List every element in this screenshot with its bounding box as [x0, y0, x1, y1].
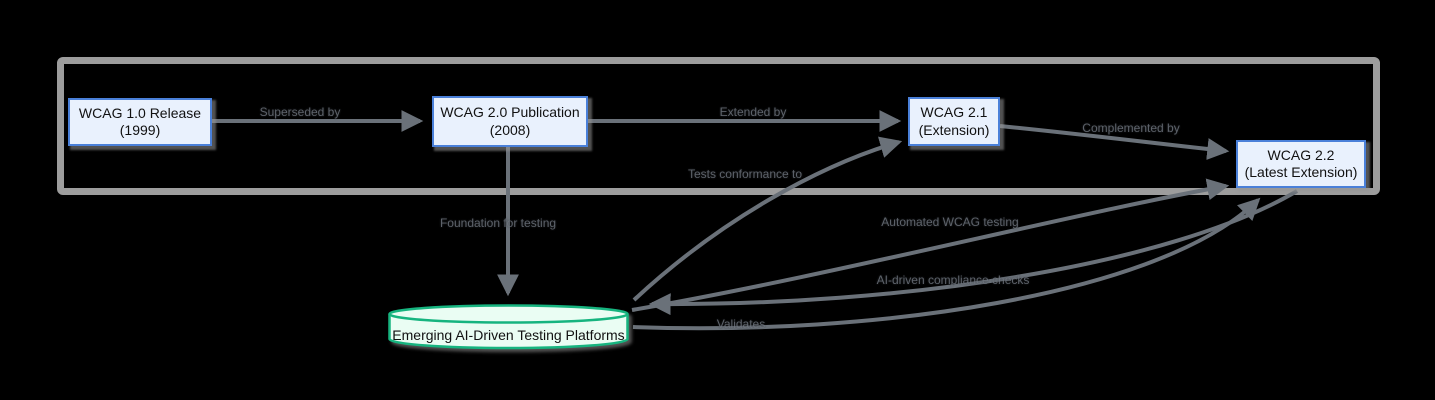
edge-label-tests-conformance: Tests conformance to	[687, 167, 803, 181]
edge-label-superseded: Superseded by	[259, 105, 341, 119]
node-wcag-2-0-title: WCAG 2.0 Publication	[440, 104, 580, 120]
edge-ai-wcag21	[632, 136, 903, 302]
node-wcag-2-1-title: WCAG 2.1	[920, 104, 988, 120]
node-wcag-1-0-title: WCAG 1.0 Release	[78, 104, 202, 121]
node-wcag-2-2: WCAG 2.2 (Latest Extension)	[1236, 140, 1366, 188]
node-wcag-1-0-year: (1999)	[119, 122, 161, 138]
edge-wcag21-wcag22	[999, 124, 1230, 160]
edge-ai-wcag22-bottom	[632, 197, 1261, 331]
node-wcag-2-1-subtitle: (Extension)	[918, 121, 990, 138]
wcag-evolution-subgraph-border	[57, 57, 1380, 195]
node-wcag-2-0-year: (2008)	[489, 121, 531, 138]
node-wcag-2-0: WCAG 2.0 Publication (2008)	[432, 96, 588, 147]
edge-label-extended: Extended by	[719, 105, 787, 119]
edge-label-validates: Validates	[716, 317, 766, 331]
node-ai-testing-platforms: Emerging AI-Driven Testing Platforms	[387, 303, 630, 351]
node-wcag-2-2-subtitle: (Latest Extension)	[1244, 164, 1358, 180]
node-wcag-1-0: WCAG 1.0 Release (1999)	[68, 98, 212, 146]
node-wcag-2-1: WCAG 2.1 (Extension)	[908, 97, 1000, 146]
edge-label-ai-compliance: AI-driven compliance checks	[876, 273, 1030, 287]
edge-label-complemented: Complemented by	[1082, 121, 1180, 135]
edge-ai-wcag22-left	[631, 178, 1230, 312]
node-wcag-2-2-title: WCAG 2.2	[1267, 146, 1335, 163]
edge-label-automated-testing: Automated WCAG testing	[881, 215, 1019, 229]
cylinder-shape	[388, 304, 629, 350]
node-ai-testing-platforms-label: Emerging AI-Driven Testing Platforms	[392, 327, 625, 343]
edge-label-foundation: Foundation for testing	[439, 216, 557, 230]
